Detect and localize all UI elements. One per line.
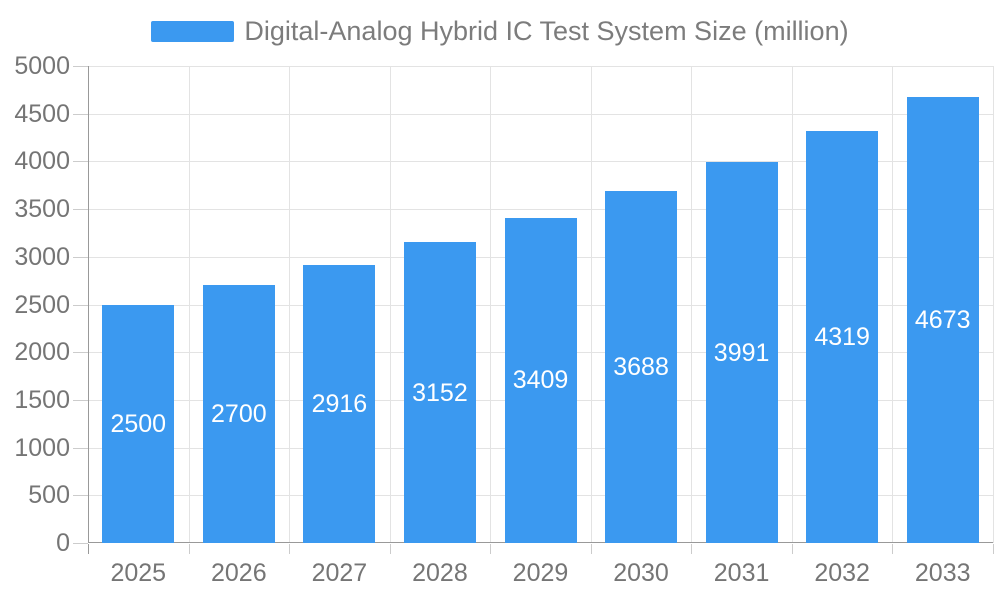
x-axis-label-2025: 2025 [110,559,167,587]
x-axis-label-2033: 2033 [914,559,971,587]
x-axis-label-2027: 2027 [311,559,368,587]
bar-2027[interactable]: 2916 [303,264,376,543]
y-axis-label: 3500 [14,195,70,224]
y-axis-label: 1500 [14,385,70,414]
bar-value-label: 4319 [814,322,870,351]
y-axis-tick [73,209,88,211]
y-axis-tick [73,66,88,67]
y-axis-tick [73,113,88,115]
x-axis-tick [490,544,492,554]
y-axis-tick-extension [88,544,89,554]
y-axis-tick [73,161,88,163]
bar-2025[interactable]: 2500 [102,304,175,543]
bar-2030[interactable]: 3688 [605,191,678,543]
y-axis-tick [73,543,88,544]
bar-value-label: 2500 [110,409,167,438]
y-axis-label: 0 [56,529,70,557]
y-axis-tick [73,256,88,258]
x-axis-tick [791,544,793,554]
y-gridline [88,161,993,163]
x-axis-tick [289,544,291,554]
y-axis-tick [73,447,88,449]
y-axis-tick [73,495,88,497]
x-axis-tick [389,544,391,554]
x-gridline [389,66,391,543]
bar-value-label: 4673 [914,306,971,335]
y-axis-label: 4500 [14,99,70,128]
bar-value-label: 3152 [412,378,468,407]
x-axis-label-2028: 2028 [412,559,468,587]
x-axis-label-2031: 2031 [713,559,770,587]
y-axis-label: 5000 [14,52,70,80]
y-axis-label: 4000 [14,147,70,176]
y-axis-label: 3000 [14,242,70,271]
legend-label: Digital-Analog Hybrid IC Test System Siz… [244,16,849,46]
x-gridline [791,66,793,543]
x-gridline [892,66,894,543]
bar-2029[interactable]: 3409 [504,217,577,543]
x-axis-tick [993,544,994,554]
x-gridline [289,66,291,543]
bar-value-label: 3688 [613,353,669,382]
legend-item[interactable]: Digital-Analog Hybrid IC Test System Siz… [0,16,1000,46]
bar-2026[interactable]: 2700 [202,285,275,543]
x-axis-tick [590,544,592,554]
x-gridline [993,66,994,543]
y-axis-label: 2000 [14,338,70,367]
x-axis-tick [188,544,190,554]
x-gridline [188,66,190,543]
x-axis-tick [892,544,894,554]
y-axis-label: 2500 [14,290,70,319]
bar-value-label: 2700 [211,400,267,429]
y-gridline [88,113,993,115]
x-axis-tick [691,544,693,554]
x-gridline [590,66,592,543]
x-axis-label-2030: 2030 [613,559,669,587]
legend-swatch [151,20,235,42]
y-axis-tick [73,304,88,306]
y-axis-tick [73,399,88,401]
x-gridline [691,66,693,543]
x-axis-label-2032: 2032 [814,559,870,587]
x-axis-label-2026: 2026 [211,559,267,587]
bar-2032[interactable]: 4319 [806,130,879,543]
y-axis-label: 1000 [14,433,70,462]
bar-2033[interactable]: 4673 [906,97,979,543]
bar-value-label: 3409 [512,366,569,395]
y-axis-label: 500 [28,481,70,510]
x-gridline [490,66,492,543]
bar-value-label: 2916 [311,389,368,418]
y-gridline [88,66,993,67]
bar-2028[interactable]: 3152 [403,242,476,543]
y-axis-tick [73,352,88,354]
x-axis-label-2029: 2029 [512,559,569,587]
y-gridline [88,209,993,211]
bar-2031[interactable]: 3991 [705,162,778,543]
bar-value-label: 3991 [713,338,770,367]
